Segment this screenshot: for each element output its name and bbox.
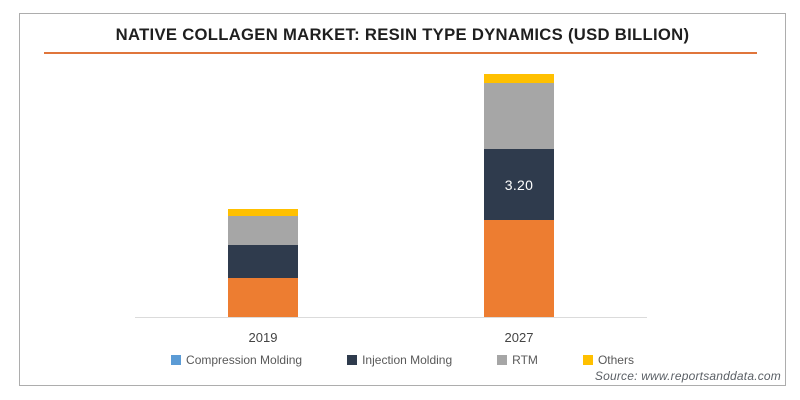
bar-segment-rtm <box>484 83 554 149</box>
bar-segment-injection-molding <box>228 244 298 278</box>
legend-item-compression-molding: Compression Molding <box>171 353 302 367</box>
source-credit: Source: www.reportsanddata.com <box>594 369 781 383</box>
x-tick-2027: 2027 <box>504 330 534 345</box>
bar-segment-rtm <box>228 215 298 245</box>
bar-segment-compression-molding <box>228 277 298 317</box>
chart-title: NATIVE COLLAGEN MARKET: RESIN TYPE DYNAM… <box>115 25 690 44</box>
title-underline-rule <box>44 52 757 54</box>
bar-segment-others <box>228 208 298 216</box>
legend-label: Others <box>597 353 634 367</box>
legend-item-rtm: RTM <box>497 353 538 367</box>
bar-2019 <box>228 208 298 317</box>
bar-value-label: 3.20 <box>504 176 534 193</box>
legend-label: Injection Molding <box>362 353 453 367</box>
x-axis-line <box>135 317 647 318</box>
x-tick-2019: 2019 <box>248 330 278 345</box>
legend-swatch-icon <box>497 355 508 365</box>
bar-segment-injection-molding: 3.20 <box>484 149 554 220</box>
chart-frame: NATIVE COLLAGEN MARKET: RESIN TYPE DYNAM… <box>19 13 786 386</box>
plot-area: 2019 3.20 2027 <box>20 14 785 385</box>
legend-label: RTM <box>512 353 538 367</box>
bar-2027: 3.20 <box>484 74 554 317</box>
legend-label: Compression Molding <box>186 353 303 367</box>
legend-swatch-icon <box>347 355 358 365</box>
legend-swatch-icon <box>582 355 593 365</box>
bar-segment-others <box>484 74 554 84</box>
legend-item-injection-molding: Injection Molding <box>347 353 452 367</box>
legend: Compression Molding Injection Molding RT… <box>20 353 785 367</box>
legend-item-others: Others <box>582 353 634 367</box>
legend-swatch-icon <box>171 355 182 365</box>
bar-segment-compression-molding <box>484 220 554 317</box>
